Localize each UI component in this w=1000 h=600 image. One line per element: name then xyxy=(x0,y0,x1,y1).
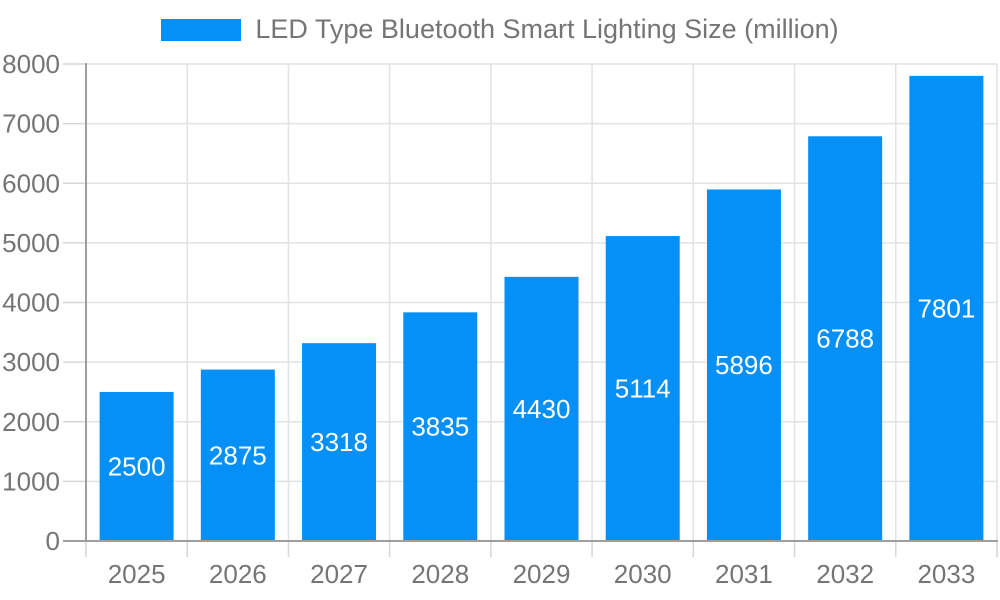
y-axis-tick-label: 0 xyxy=(46,526,60,556)
bar[interactable] xyxy=(99,391,174,541)
bar[interactable] xyxy=(504,276,579,541)
bar-value-label: 6788 xyxy=(816,324,874,354)
y-axis-tick-label: 4000 xyxy=(2,288,60,318)
bar-value-label: 5114 xyxy=(615,374,671,404)
bar[interactable] xyxy=(909,75,984,542)
y-axis-tick-label: 3000 xyxy=(2,347,60,377)
y-axis-tick-label: 2000 xyxy=(2,407,60,437)
bar-value-label: 3318 xyxy=(310,427,368,457)
x-axis-tick-label: 2031 xyxy=(715,559,773,589)
bar[interactable] xyxy=(808,136,883,541)
bar-value-label: 7801 xyxy=(917,293,975,323)
bar-value-label: 2500 xyxy=(108,451,166,481)
y-axis-tick-label: 7000 xyxy=(2,109,60,139)
x-axis-tick-label: 2027 xyxy=(310,559,368,589)
x-axis-tick-label: 2032 xyxy=(816,559,874,589)
bar[interactable] xyxy=(200,369,275,541)
bar[interactable] xyxy=(605,236,680,541)
legend-swatch-icon xyxy=(161,18,242,41)
x-axis-tick-label: 2028 xyxy=(411,559,469,589)
legend[interactable]: LED Type Bluetooth Smart Lighting Size (… xyxy=(0,14,1000,45)
bar-value-label: 3835 xyxy=(411,412,469,442)
x-axis-tick-label: 2026 xyxy=(209,559,267,589)
x-axis-tick-label: 2033 xyxy=(917,559,975,589)
bar-value-label: 2875 xyxy=(209,440,267,470)
legend-label: LED Type Bluetooth Smart Lighting Size (… xyxy=(255,14,839,44)
bar[interactable] xyxy=(302,343,377,541)
bar-value-label: 4430 xyxy=(513,394,571,424)
y-axis-tick-label: 6000 xyxy=(2,168,60,198)
bar-value-label: 5896 xyxy=(715,350,773,380)
x-axis-tick-label: 2025 xyxy=(108,559,166,589)
bar[interactable] xyxy=(706,189,781,542)
y-axis-tick-label: 1000 xyxy=(2,466,60,496)
x-axis-tick-label: 2029 xyxy=(513,559,571,589)
y-axis-tick-label: 8000 xyxy=(2,49,60,79)
x-axis-tick-label: 2030 xyxy=(614,559,672,589)
bar[interactable] xyxy=(403,312,478,541)
y-axis-tick-label: 5000 xyxy=(2,228,60,258)
